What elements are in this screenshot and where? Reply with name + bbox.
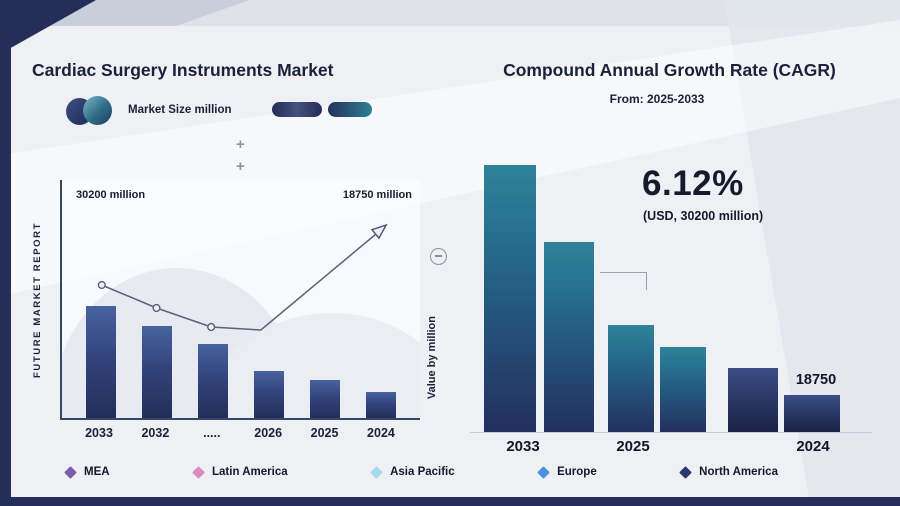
right-chart-title: Compound Annual Growth Rate (CAGR) (503, 60, 836, 80)
legend-item-europe: Europe (537, 465, 597, 479)
legend-item-asia-pacific: Asia Pacific (370, 465, 455, 479)
legend-item-north-america: North America (679, 465, 778, 479)
market-bar-..... (198, 344, 228, 418)
left-bars (62, 298, 420, 418)
frame-bottom-edge (0, 497, 900, 506)
diamond-icon (537, 465, 550, 479)
cagr-bar-4 (728, 368, 778, 432)
market-bar-2026 (254, 371, 284, 418)
legend-label: Latin America (212, 466, 288, 478)
trend-marker (97, 280, 106, 290)
market-bar-2033 (86, 306, 116, 418)
x-tick-label: ..... (203, 426, 221, 440)
arrow-head-icon (370, 223, 388, 240)
future-market-report-text: FUTURE MARKET REPORT (31, 221, 43, 379)
x-tick-label: 2033 (506, 438, 540, 455)
x-tick-label: 2025 (616, 438, 650, 455)
frame-left-edge (0, 22, 11, 506)
x-tick-label: 2024 (367, 426, 395, 440)
x-tick-label: 2026 (254, 426, 283, 440)
diamond-icon (679, 465, 693, 479)
frame-corner (0, 0, 96, 54)
legend-label: Europe (557, 466, 597, 478)
market-bar-2025 (310, 380, 340, 418)
cagr-bar-3 (660, 347, 706, 432)
market-size-icon (66, 96, 118, 126)
diamond-icon (370, 465, 383, 479)
pill-teal (328, 102, 372, 117)
legend-item-latin-america: Latin America (192, 465, 288, 479)
minus-circle-icon (430, 248, 447, 265)
left-x-axis: 2033 2032..... 2026 2025 2024 (60, 426, 420, 440)
left-chart-title: Cardiac Surgery Instruments Market (32, 60, 334, 80)
legend-label: MEA (84, 466, 110, 478)
market-size-chart: 30200 million 18750 million (60, 180, 420, 420)
value-by-million-label: Value by million (424, 288, 440, 428)
pill-decoration (272, 102, 372, 117)
cagr-value: 6.12% (642, 164, 744, 203)
legend-item-mea: MEA (64, 465, 110, 479)
trend-arrow-overlay (97, 223, 388, 332)
bracket-decoration (600, 272, 647, 290)
x-axis-line (470, 432, 872, 433)
value-by-million-text: Value by million (426, 316, 438, 400)
region-legend: MEA Latin America Asia Pacific Europe North … (64, 465, 778, 479)
value-annotation-2024: 18750 million (342, 189, 412, 201)
x-tick-label: 2025 (310, 426, 339, 440)
minus-dash (435, 255, 442, 257)
diamond-icon (64, 465, 77, 479)
right-chart-subtitle: From: 2025-2033 (609, 92, 705, 106)
pill-navy (272, 102, 322, 117)
cagr-bar-5 (784, 395, 840, 432)
value-annotation-2033: 30200 million (76, 189, 146, 201)
trend-marker (207, 322, 216, 332)
cagr-bar-chart (470, 160, 870, 432)
market-bar-2024 (366, 392, 396, 418)
bar-value-label: 18750 (795, 372, 837, 388)
trend-marker (152, 303, 161, 313)
market-bar-2032 (142, 326, 172, 418)
sphere-icon-teal (83, 96, 112, 125)
market-size-legend-label: Market Size million (128, 104, 232, 116)
cagr-bar-1 (544, 242, 594, 432)
x-tick-label: 2033 (85, 426, 113, 440)
trend-markers (97, 280, 216, 332)
legend-label: Asia Pacific (390, 466, 455, 478)
future-market-report-label: FUTURE MARKET REPORT (30, 180, 44, 420)
cagr-note: (USD, 30200 million) (643, 209, 764, 223)
legend-label: North America (699, 466, 778, 478)
diamond-icon (192, 465, 205, 479)
cagr-bar-0 (484, 165, 536, 432)
trend-line (101, 227, 384, 331)
plus-icon: + (236, 158, 245, 175)
x-tick-label: 2032 (141, 426, 170, 440)
plus-icon: + (236, 136, 245, 153)
cagr-bar-2 (608, 325, 654, 432)
